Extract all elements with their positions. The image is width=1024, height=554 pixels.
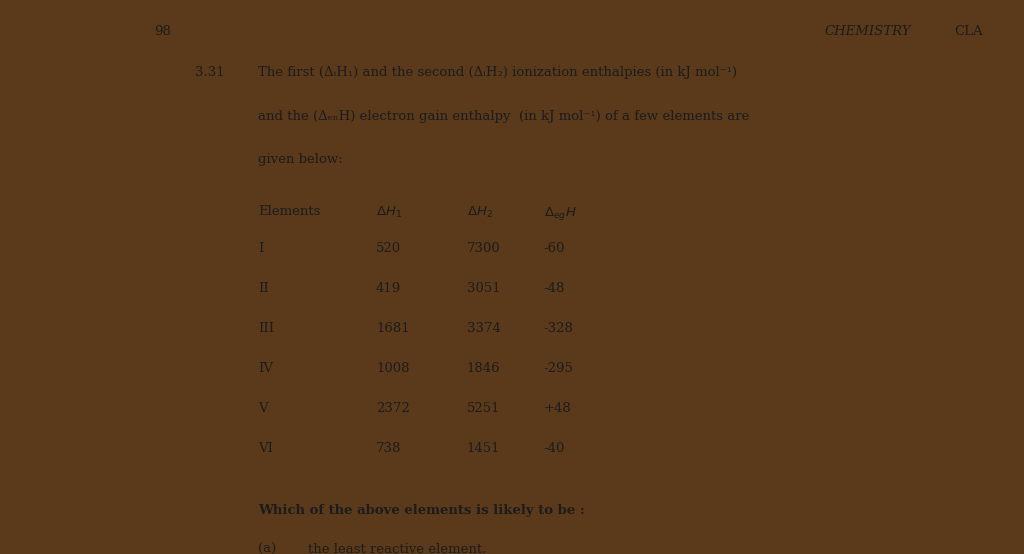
Text: 520: 520	[376, 243, 401, 255]
Text: -40: -40	[544, 442, 565, 455]
Text: -60: -60	[544, 243, 565, 255]
Text: 419: 419	[376, 283, 401, 295]
Text: II: II	[258, 283, 269, 295]
Text: 7300: 7300	[467, 243, 501, 255]
Text: -295: -295	[544, 362, 573, 375]
Text: Elements: Elements	[258, 205, 321, 218]
Text: 738: 738	[376, 442, 401, 455]
Text: 3051: 3051	[467, 283, 501, 295]
Text: 98: 98	[154, 25, 171, 38]
Text: 2372: 2372	[376, 402, 410, 415]
Text: (a): (a)	[258, 543, 276, 554]
Text: -328: -328	[544, 322, 573, 335]
Text: -48: -48	[544, 283, 565, 295]
Text: I: I	[258, 243, 263, 255]
Text: 1008: 1008	[376, 362, 410, 375]
Text: the least reactive element.: the least reactive element.	[308, 543, 486, 554]
Text: III: III	[258, 322, 274, 335]
Text: VI: VI	[258, 442, 273, 455]
Text: +48: +48	[544, 402, 571, 415]
Text: IV: IV	[258, 362, 273, 375]
Text: $\Delta H_2$: $\Delta H_2$	[467, 205, 493, 220]
Text: V: V	[258, 402, 268, 415]
Text: given below:: given below:	[258, 153, 343, 166]
Text: and the (ΔₑₙH) electron gain enthalpy  (in kJ mol⁻¹) of a few elements are: and the (ΔₑₙH) electron gain enthalpy (i…	[258, 110, 750, 122]
Text: CHEMISTRY: CHEMISTRY	[824, 25, 911, 38]
Text: CLA: CLA	[954, 25, 983, 38]
Text: 3.31: 3.31	[195, 66, 224, 79]
Text: $\Delta H_1$: $\Delta H_1$	[376, 205, 402, 220]
Text: 1681: 1681	[376, 322, 410, 335]
Text: 5251: 5251	[467, 402, 500, 415]
Text: Which of the above elements is likely to be :: Which of the above elements is likely to…	[258, 504, 585, 517]
Text: 3374: 3374	[467, 322, 501, 335]
Text: 1451: 1451	[467, 442, 500, 455]
Text: 1846: 1846	[467, 362, 501, 375]
Text: The first (ΔᵢH₁) and the second (ΔᵢH₂) ionization enthalpies (in kJ mol⁻¹): The first (ΔᵢH₁) and the second (ΔᵢH₂) i…	[258, 66, 737, 79]
Text: $\Delta_{eg}H$: $\Delta_{eg}H$	[544, 205, 577, 222]
